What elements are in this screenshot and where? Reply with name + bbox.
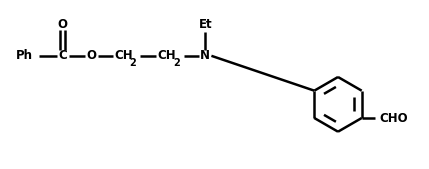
Text: 2: 2: [173, 58, 179, 68]
Text: 2: 2: [130, 58, 136, 68]
Text: Ph: Ph: [16, 49, 33, 62]
Text: O: O: [86, 49, 97, 62]
Text: N: N: [200, 49, 210, 62]
Text: CH: CH: [114, 49, 133, 62]
Text: O: O: [57, 18, 67, 31]
Text: CH: CH: [157, 49, 176, 62]
Text: Et: Et: [199, 18, 212, 31]
Text: C: C: [59, 49, 68, 62]
Text: CHO: CHO: [379, 112, 408, 125]
